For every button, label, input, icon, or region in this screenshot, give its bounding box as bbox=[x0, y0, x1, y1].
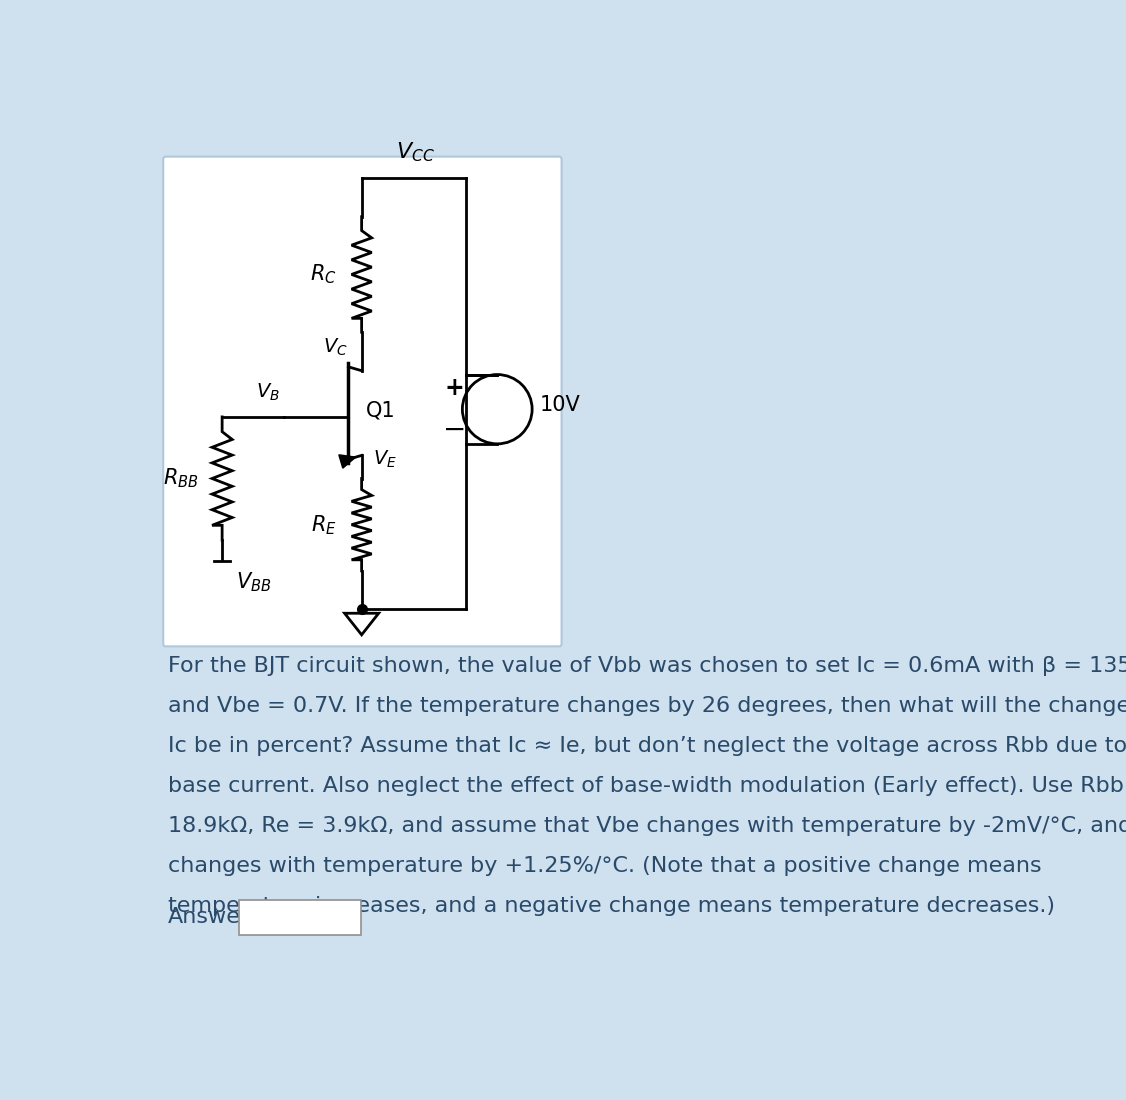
Polygon shape bbox=[345, 614, 378, 635]
FancyBboxPatch shape bbox=[163, 156, 562, 647]
Text: $V_{BB}$: $V_{BB}$ bbox=[236, 571, 271, 594]
Text: +: + bbox=[445, 376, 465, 400]
FancyBboxPatch shape bbox=[239, 900, 360, 935]
Text: Q1: Q1 bbox=[366, 400, 395, 420]
Text: 10V: 10V bbox=[539, 395, 581, 416]
Text: and Vbe = 0.7V. If the temperature changes by 26 degrees, then what will the cha: and Vbe = 0.7V. If the temperature chang… bbox=[168, 695, 1126, 716]
Text: For the BJT circuit shown, the value of Vbb was chosen to set Ic = 0.6mA with β : For the BJT circuit shown, the value of … bbox=[168, 656, 1126, 675]
Text: changes with temperature by +1.25%/°C. (Note that a positive change means: changes with temperature by +1.25%/°C. (… bbox=[168, 856, 1042, 876]
Text: temperature increases, and a negative change means temperature decreases.): temperature increases, and a negative ch… bbox=[168, 895, 1055, 916]
Text: Answer:: Answer: bbox=[168, 908, 257, 927]
Text: $R_C$: $R_C$ bbox=[310, 263, 337, 286]
Text: $V_{CC}$: $V_{CC}$ bbox=[396, 141, 436, 164]
Text: $R_E$: $R_E$ bbox=[311, 513, 337, 537]
Text: base current. Also neglect the effect of base-width modulation (Early effect). U: base current. Also neglect the effect of… bbox=[168, 776, 1126, 795]
Text: $R_{BB}$: $R_{BB}$ bbox=[163, 466, 199, 491]
Text: $V_B$: $V_B$ bbox=[257, 382, 280, 403]
Polygon shape bbox=[339, 454, 356, 469]
Text: 18.9kΩ, Re = 3.9kΩ, and assume that Vbe changes with temperature by -2mV/°C, and: 18.9kΩ, Re = 3.9kΩ, and assume that Vbe … bbox=[168, 816, 1126, 836]
Text: $V_E$: $V_E$ bbox=[373, 449, 397, 470]
Text: $V_C$: $V_C$ bbox=[323, 337, 348, 359]
Text: Ic be in percent? Assume that Ic ≈ Ie, but don’t neglect the voltage across Rbb : Ic be in percent? Assume that Ic ≈ Ie, b… bbox=[168, 736, 1126, 756]
Text: −: − bbox=[443, 416, 466, 444]
